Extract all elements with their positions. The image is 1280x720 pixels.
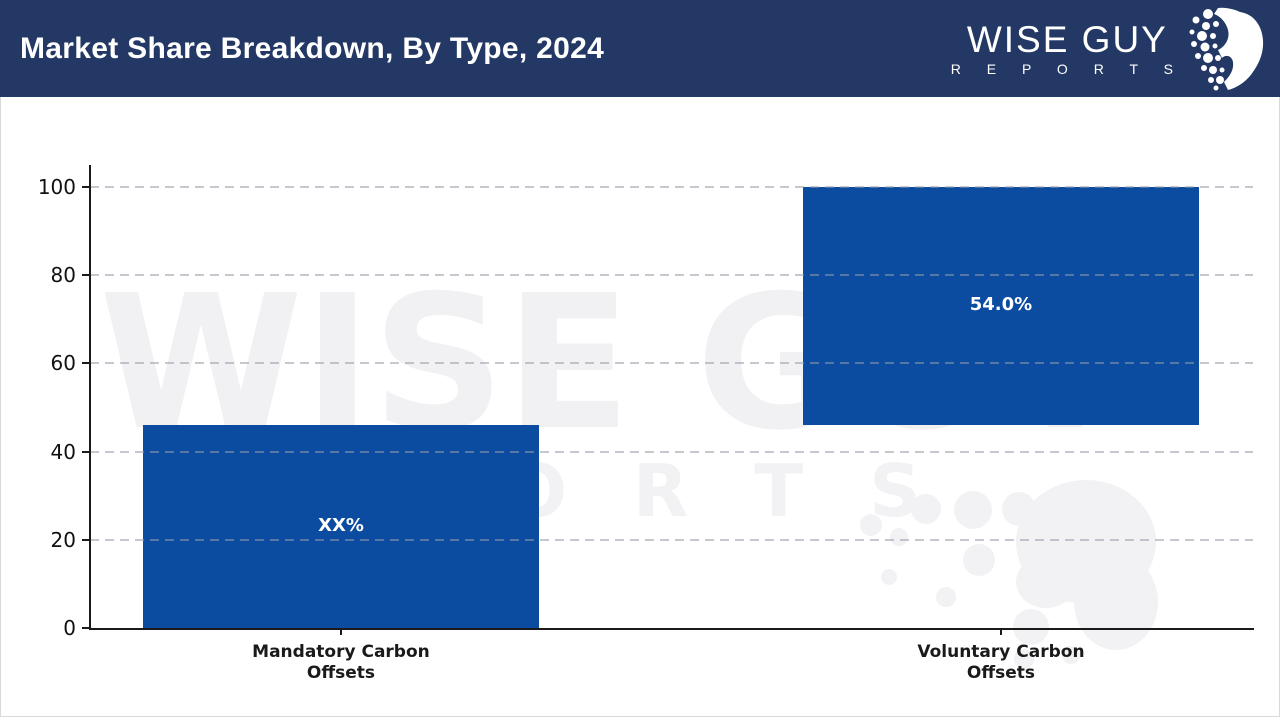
y-tick-mark bbox=[82, 627, 89, 629]
y-axis bbox=[89, 165, 91, 630]
y-tick-label: 0 bbox=[63, 616, 76, 640]
watermark-letter: S bbox=[869, 449, 921, 533]
header-banner: Market Share Breakdown, By Type, 2024 WI… bbox=[0, 0, 1280, 97]
x-tick-mark bbox=[339, 628, 342, 635]
y-tick-label: 40 bbox=[50, 439, 76, 464]
y-tick-mark bbox=[82, 274, 89, 277]
watermark-letter: T bbox=[754, 449, 804, 533]
x-tick-label-line: Offsets bbox=[966, 663, 1036, 683]
watermark-letter: R bbox=[632, 449, 689, 533]
gridline-100 bbox=[90, 186, 1253, 188]
x-tick-label: Mandatory Carbon Offsets bbox=[211, 642, 471, 684]
x-tick-mark bbox=[999, 628, 1002, 635]
logo-wordmark-line1: WISE GUY bbox=[966, 18, 1168, 60]
y-tick-label: 80 bbox=[50, 263, 76, 288]
x-tick-label-line: Voluntary Carbon bbox=[917, 642, 1085, 662]
bar-value-label: 54.0% bbox=[969, 294, 1033, 316]
gridline-60 bbox=[90, 362, 1253, 365]
y-tick-mark bbox=[82, 186, 89, 188]
logo-wordmark: WISE GUY R E P O R T S bbox=[950, 18, 1184, 77]
logo-wordmark-line2: R E P O R T S bbox=[950, 60, 1184, 77]
logo-face-icon bbox=[1189, 7, 1264, 90]
page-title: Market Share Breakdown, By Type, 2024 bbox=[20, 31, 605, 65]
bar-1 bbox=[142, 425, 539, 628]
x-tick-label-line: Offsets bbox=[306, 663, 376, 683]
bar-2 bbox=[802, 187, 1199, 426]
y-tick-label: 100 bbox=[37, 175, 76, 199]
x-tick-label: Voluntary Carbon Offsets bbox=[871, 642, 1131, 684]
y-tick-label: 20 bbox=[50, 527, 76, 552]
gridline-80 bbox=[90, 274, 1253, 277]
wiseguy-logo: WISE GUY R E P O R T S bbox=[951, 6, 1280, 92]
gridline-40 bbox=[90, 450, 1253, 453]
bar-value-label: XX% bbox=[318, 514, 364, 536]
y-tick-label: 60 bbox=[50, 351, 76, 376]
y-tick-mark bbox=[82, 362, 89, 365]
y-tick-mark bbox=[82, 538, 89, 541]
x-axis bbox=[89, 628, 1254, 630]
y-tick-mark bbox=[82, 450, 89, 453]
x-tick-label-line: Mandatory Carbon bbox=[252, 642, 430, 662]
gridline-20 bbox=[90, 538, 1253, 541]
